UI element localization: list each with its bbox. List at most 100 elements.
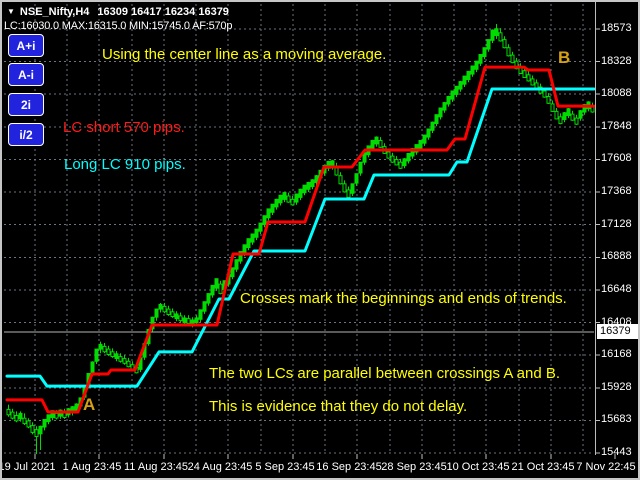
bull-candle-body <box>490 29 495 41</box>
button-a-minus-i[interactable]: A-i <box>8 63 44 86</box>
lc-long-line <box>5 87 596 388</box>
indicator-status-line: LC:16030.0 MAX:16315.0 MIN:15745.0 AF:57… <box>4 20 233 32</box>
bear-candle-body <box>186 318 191 324</box>
annotation-crosses: Crosses mark the beginnings and ends of … <box>240 290 567 307</box>
bear-candle-body <box>162 305 167 313</box>
bear-candle-body <box>386 151 391 159</box>
bear-candle-body <box>178 315 183 322</box>
current-price-value: 16379 <box>600 325 631 337</box>
bull-candle-body <box>194 317 199 324</box>
bull-candle-body <box>270 203 275 213</box>
bull-candle-body <box>578 110 583 119</box>
bull-candle-body <box>298 188 303 198</box>
bull-candle-body <box>246 238 251 248</box>
bear-candle-body <box>126 360 131 368</box>
bull-candle-body <box>358 161 363 174</box>
bull-candle-body <box>42 419 47 428</box>
bull-candle-body <box>254 228 259 238</box>
bear-candle-body <box>510 54 515 64</box>
bull-candle-body <box>238 251 243 262</box>
bull-candle-body <box>478 54 483 64</box>
bull-candle-body <box>310 179 315 188</box>
bear-candle-body <box>110 351 115 357</box>
bull-candle-body <box>462 75 467 85</box>
button-i-div-2[interactable]: i/2 <box>8 123 44 146</box>
bull-candle-body <box>266 208 271 219</box>
bull-candle-body <box>414 144 419 153</box>
bear-candle-body <box>542 90 547 98</box>
bull-candle-body <box>458 81 463 90</box>
bear-candle-body <box>290 198 295 206</box>
bull-candle-body <box>214 278 219 289</box>
bear-candle-body <box>530 78 535 86</box>
bull-candle-body <box>242 244 247 255</box>
bull-candle-body <box>422 134 427 144</box>
bear-candle-body <box>22 417 27 425</box>
bear-candle-body <box>34 429 39 438</box>
crossing-marker-b: B <box>558 48 571 67</box>
button-a-plus-i[interactable]: A+i <box>8 34 44 57</box>
bear-candle-body <box>526 74 531 82</box>
bull-candle-body <box>150 316 155 330</box>
bear-candle-body <box>558 116 563 125</box>
bull-candle-body <box>154 308 159 318</box>
annotation-lc-short: LC short 570 pips. <box>63 119 185 136</box>
button-2i[interactable]: 2i <box>8 93 44 116</box>
dropdown-arrow-icon[interactable]: ▼ <box>7 7 15 16</box>
bear-candle-body <box>166 308 171 316</box>
bull-candle-body <box>470 65 475 75</box>
bull-candle-body <box>94 348 99 362</box>
bull-candle-body <box>210 284 215 296</box>
price-axis-separator <box>595 2 596 455</box>
bull-candle-body <box>306 182 311 190</box>
bull-candle-body <box>562 112 567 120</box>
bull-candle-body <box>418 140 423 149</box>
bull-candle-body <box>206 293 211 304</box>
bull-candle-body <box>466 70 471 81</box>
bear-candle-body <box>26 420 31 428</box>
bear-candle-body <box>6 408 11 416</box>
bull-candle-body <box>98 343 103 350</box>
bear-candle-body <box>170 311 175 317</box>
bear-candle-body <box>574 117 579 125</box>
bear-candle-body <box>546 96 551 104</box>
bull-candle-body <box>454 85 459 95</box>
bear-candle-body <box>554 110 559 120</box>
bull-candle-body <box>282 192 287 200</box>
bear-candle-body <box>390 155 395 163</box>
bull-candle-body <box>302 184 307 194</box>
bull-candle-body <box>90 361 95 374</box>
current-price-box: 16379 <box>597 324 638 339</box>
bull-candle-body <box>46 414 51 423</box>
bull-candle-body <box>182 317 187 324</box>
bull-candle-body <box>402 158 407 167</box>
bull-candle-body <box>442 102 447 111</box>
annotation-center-line: Using the center line as a moving averag… <box>102 46 387 63</box>
bull-candle-body <box>566 108 571 116</box>
bull-candle-body <box>234 259 239 270</box>
bull-candle-body <box>262 215 267 225</box>
bear-candle-body <box>30 425 35 433</box>
annotation-lc-long: Long LC 910 pips. <box>64 156 186 173</box>
bull-candle-body <box>278 194 283 204</box>
bull-candle-body <box>18 412 23 420</box>
chart-title: ▼ NSE_Nifty,H4 16309 16417 16234 16379 <box>7 6 229 18</box>
bear-candle-body <box>118 356 123 362</box>
bull-candle-body <box>174 313 179 320</box>
bull-candle-body <box>274 198 279 208</box>
bull-candle-body <box>314 175 319 183</box>
bull-candle-body <box>430 121 435 131</box>
bear-candle-body <box>54 412 59 419</box>
bear-candle-body <box>338 175 343 185</box>
bull-candle-body <box>486 39 491 50</box>
bear-candle-body <box>502 39 507 49</box>
bear-candle-body <box>550 103 555 112</box>
bull-candle-body <box>446 96 451 105</box>
bear-candle-body <box>10 411 15 419</box>
bull-candle-body <box>370 140 375 149</box>
bull-candle-body <box>198 309 203 320</box>
bear-candle-body <box>506 47 511 57</box>
bull-candle-body <box>482 47 487 58</box>
